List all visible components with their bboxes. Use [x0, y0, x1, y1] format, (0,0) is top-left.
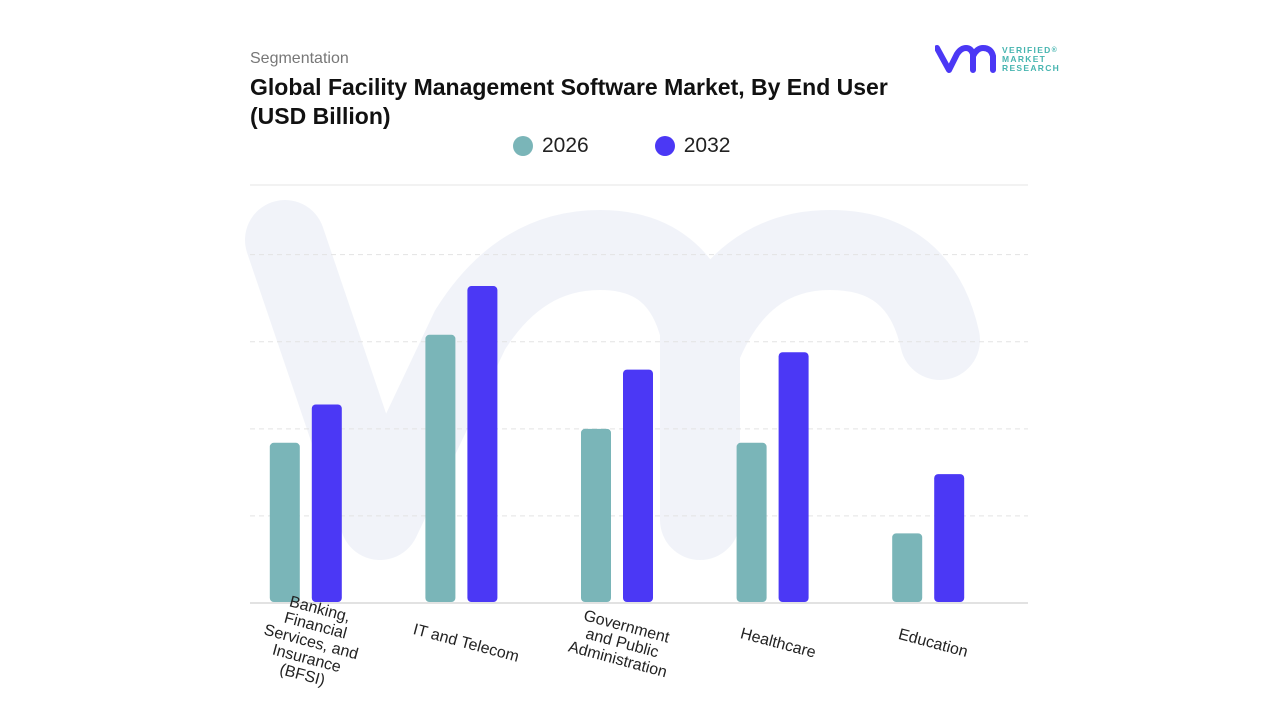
logo-line-research: RESEARCH — [1002, 63, 1061, 73]
bar-2032 — [934, 474, 965, 602]
segment-label: Segmentation — [250, 50, 349, 67]
bar-2026 — [425, 334, 456, 602]
watermark-logo — [245, 200, 980, 560]
legend-item-2026: 2026 — [513, 134, 589, 158]
bar-2026 — [736, 442, 767, 602]
vmr-logo-icon — [935, 45, 996, 73]
bar-2032 — [311, 404, 342, 602]
bar-2032 — [778, 352, 809, 602]
legend-dot-2026 — [513, 136, 533, 156]
chart-legend: 2026 2032 — [513, 134, 730, 158]
bar-2026 — [892, 533, 923, 602]
bar-2026 — [269, 442, 300, 602]
logo-line-verified: VERIFIED® — [1002, 45, 1059, 55]
legend-label-2026: 2026 — [542, 134, 589, 157]
legend-label-2032: 2032 — [683, 134, 731, 157]
bar-2032 — [623, 369, 653, 602]
legend-dot-2032 — [654, 136, 675, 156]
bar-2032 — [467, 286, 498, 602]
chart-title: Global Facility Management Software Mark… — [250, 74, 888, 129]
legend-item-2032: 2032 — [654, 134, 731, 158]
logo-line-market: MARKET — [1002, 54, 1047, 64]
bar-2026 — [581, 428, 611, 602]
logo-text: VERIFIED® MARKET RESEARCH — [1002, 46, 1060, 73]
